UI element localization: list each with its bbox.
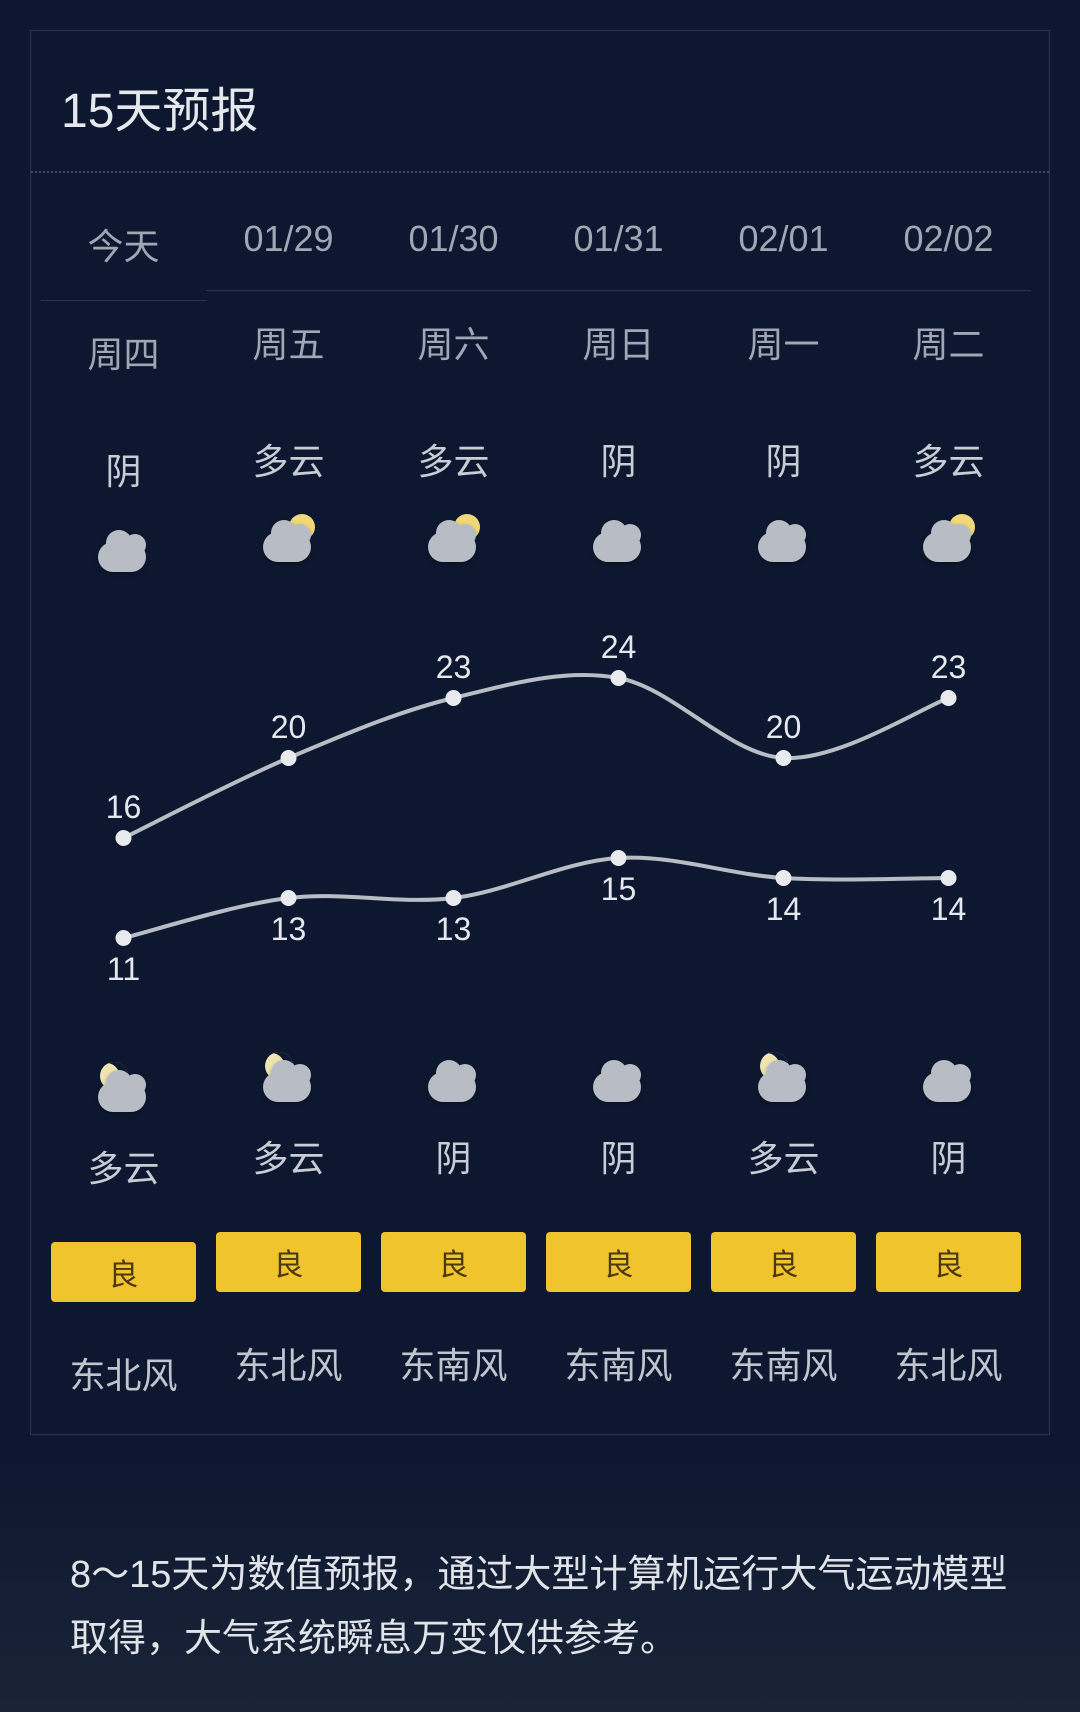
day-condition-label: 多云 bbox=[417, 398, 489, 500]
date-label: 02/02 bbox=[866, 173, 1031, 291]
aqi-cell: 良 bbox=[701, 1212, 866, 1312]
wind-label: 东北风 bbox=[234, 1312, 342, 1424]
day-condition-icon-cell bbox=[422, 500, 486, 580]
aqi-cell: 良 bbox=[371, 1212, 536, 1312]
forecast-columns[interactable]: 今天周四阴多云良东北风01/29周五多云多云良东北风01/30周六多云阴良东南风… bbox=[31, 173, 1049, 1434]
day-condition-icon-cell bbox=[917, 500, 981, 580]
weekday-label: 周二 bbox=[912, 291, 984, 398]
weekday-label: 周六 bbox=[417, 291, 489, 398]
night-condition-icon-cell bbox=[587, 1040, 651, 1120]
night-condition-icon-cell bbox=[257, 1040, 321, 1120]
forecast-day-column[interactable]: 01/30周六多云阴良东南风 bbox=[371, 173, 536, 1434]
aqi-badge: 良 bbox=[216, 1232, 361, 1292]
night-condition-label: 多云 bbox=[747, 1120, 819, 1212]
overcast-icon bbox=[92, 518, 156, 582]
aqi-badge: 良 bbox=[51, 1242, 196, 1302]
overcast-icon bbox=[587, 1048, 651, 1112]
night-condition-icon-cell bbox=[752, 1040, 816, 1120]
forecast-card: 15天预报 今天周四阴多云良东北风01/29周五多云多云良东北风01/30周六多… bbox=[30, 30, 1050, 1435]
night-condition-icon-cell bbox=[92, 1050, 156, 1130]
cloudy-night-icon bbox=[752, 1048, 816, 1112]
cloudy-night-icon bbox=[92, 1058, 156, 1122]
aqi-cell: 良 bbox=[536, 1212, 701, 1312]
night-condition-label: 阴 bbox=[600, 1120, 636, 1212]
cloudy-night-icon bbox=[257, 1048, 321, 1112]
aqi-badge: 良 bbox=[546, 1232, 691, 1292]
night-condition-label: 多云 bbox=[252, 1120, 324, 1212]
aqi-cell: 良 bbox=[866, 1212, 1031, 1312]
day-condition-label: 阴 bbox=[105, 408, 141, 510]
wind-label: 东南风 bbox=[729, 1312, 837, 1424]
day-condition-icon-cell bbox=[752, 500, 816, 580]
aqi-cell: 良 bbox=[206, 1212, 371, 1312]
day-condition-icon-cell bbox=[92, 510, 156, 590]
day-condition-label: 多云 bbox=[912, 398, 984, 500]
day-condition-icon-cell bbox=[587, 500, 651, 580]
aqi-badge: 良 bbox=[711, 1232, 856, 1292]
overcast-icon bbox=[587, 508, 651, 572]
night-condition-label: 阴 bbox=[930, 1120, 966, 1212]
partly-cloudy-day-icon bbox=[422, 508, 486, 572]
night-condition-icon-cell bbox=[422, 1040, 486, 1120]
forecast-day-column[interactable]: 01/31周日阴阴良东南风 bbox=[536, 173, 701, 1434]
aqi-badge: 良 bbox=[876, 1232, 1021, 1292]
weekday-label: 周四 bbox=[87, 301, 159, 408]
aqi-badge: 良 bbox=[381, 1232, 526, 1292]
partly-cloudy-day-icon bbox=[917, 508, 981, 572]
overcast-icon bbox=[752, 508, 816, 572]
partly-cloudy-day-icon bbox=[257, 508, 321, 572]
day-condition-label: 阴 bbox=[765, 398, 801, 500]
wind-label: 东南风 bbox=[399, 1312, 507, 1424]
weekday-label: 周五 bbox=[252, 291, 324, 398]
day-condition-label: 阴 bbox=[600, 398, 636, 500]
wind-label: 东北风 bbox=[894, 1312, 1002, 1424]
overcast-icon bbox=[422, 1048, 486, 1112]
day-condition-label: 多云 bbox=[252, 398, 324, 500]
weekday-label: 周日 bbox=[582, 291, 654, 398]
aqi-cell: 良 bbox=[41, 1222, 206, 1322]
day-condition-icon-cell bbox=[257, 500, 321, 580]
forecast-day-column[interactable]: 今天周四阴多云良东北风 bbox=[41, 173, 206, 1434]
night-condition-icon-cell bbox=[917, 1040, 981, 1120]
date-label: 01/29 bbox=[206, 173, 371, 291]
section-title: 15天预报 bbox=[31, 31, 1049, 173]
disclaimer-text: 8～15天为数值预报，通过大型计算机运行大气运动模型取得，大气系统瞬息万变仅供参… bbox=[0, 1543, 1080, 1672]
forecast-day-column[interactable]: 01/29周五多云多云良东北风 bbox=[206, 173, 371, 1434]
night-condition-label: 多云 bbox=[87, 1130, 159, 1222]
night-condition-label: 阴 bbox=[435, 1120, 471, 1212]
overcast-icon bbox=[917, 1048, 981, 1112]
wind-label: 东南风 bbox=[564, 1312, 672, 1424]
wind-label: 东北风 bbox=[69, 1322, 177, 1434]
date-label: 今天 bbox=[41, 173, 206, 301]
forecast-day-column[interactable]: 02/02周二多云阴良东北风 bbox=[866, 173, 1031, 1434]
date-label: 02/01 bbox=[701, 173, 866, 291]
date-label: 01/30 bbox=[371, 173, 536, 291]
date-label: 01/31 bbox=[536, 173, 701, 291]
forecast-day-column[interactable]: 02/01周一阴多云良东南风 bbox=[701, 173, 866, 1434]
weekday-label: 周一 bbox=[747, 291, 819, 398]
